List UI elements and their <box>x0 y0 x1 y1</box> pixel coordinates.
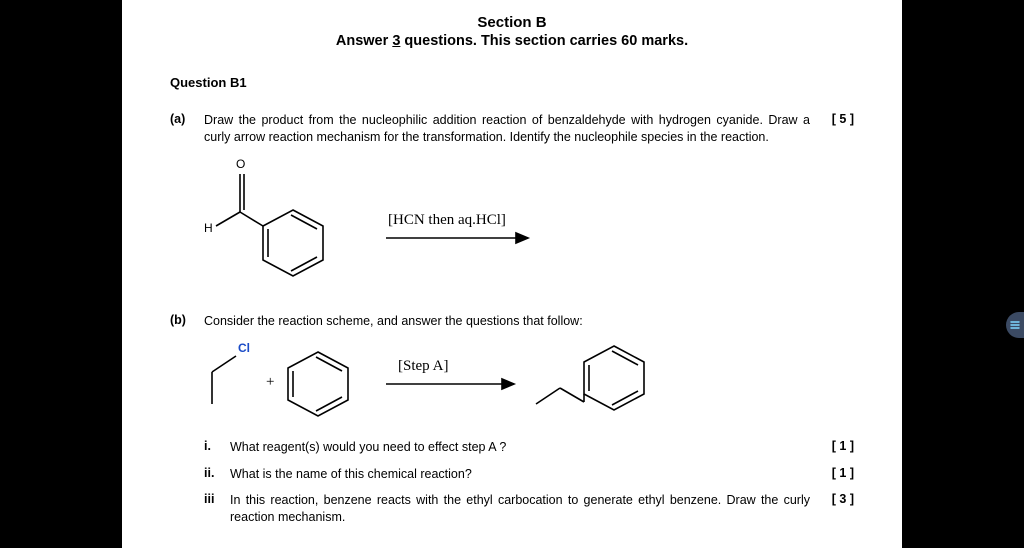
part-b-label: (b) <box>170 313 204 526</box>
part-b-text: Consider the reaction scheme, and answer… <box>204 313 854 330</box>
subpart-i-label: i. <box>204 439 230 456</box>
subpart-ii-marks: [ 1 ] <box>810 466 854 483</box>
plus-sign: + <box>266 374 274 390</box>
svg-text:[HCN then aq.HCl]: [HCN then aq.HCl] <box>388 212 506 228</box>
question-header: Question B1 <box>170 75 854 90</box>
part-b: (b) Consider the reaction scheme, and an… <box>170 313 854 526</box>
side-menu-button[interactable] <box>1006 312 1024 338</box>
subpart-i-text: What reagent(s) would you need to effect… <box>230 439 810 456</box>
subpart-ii: ii. What is the name of this chemical re… <box>204 466 854 483</box>
subtitle-post: questions. This section carries 60 marks… <box>400 33 688 49</box>
subpart-iii-label: iii <box>204 492 230 526</box>
subpart-iii-text: In this reaction, benzene reacts with th… <box>230 492 810 526</box>
subpart-ii-label: ii. <box>204 466 230 483</box>
document-page: Section B Answer 3 questions. This secti… <box>122 0 902 548</box>
step-letter: A <box>433 358 444 374</box>
svg-text:[Step A]: [Step A] <box>398 358 448 374</box>
atom-o: O <box>236 157 245 171</box>
part-a-marks: [ 5 ] <box>810 112 854 146</box>
part-a-text: Draw the product from the nucleophilic a… <box>204 112 810 146</box>
reagent-pre: [HCN <box>388 212 428 228</box>
reagent-post: aq.HCl] <box>458 212 506 228</box>
subpart-iii: iii In this reaction, benzene reacts wit… <box>204 492 854 526</box>
section-title: Section B <box>170 14 854 31</box>
part-a-scheme: O H [HCN then aq.HCl] <box>198 154 854 291</box>
subpart-i-marks: [ 1 ] <box>810 439 854 456</box>
subpart-ii-text: What is the name of this chemical reacti… <box>230 466 810 483</box>
part-b-scheme: Cl + [Step A] <box>200 334 854 429</box>
section-subtitle: Answer 3 questions. This section carries… <box>170 33 854 49</box>
subpart-i: i. What reagent(s) would you need to eff… <box>204 439 854 456</box>
subtitle-pre: Answer <box>336 33 392 49</box>
subpart-iii-marks: [ 3 ] <box>810 492 854 526</box>
atom-cl: Cl <box>238 341 250 355</box>
menu-icon <box>1009 319 1021 331</box>
reagent-then: then <box>428 212 458 228</box>
step-pre: [Step <box>398 358 433 374</box>
part-a: (a) Draw the product from the nucleophil… <box>170 112 854 307</box>
atom-h: H <box>204 221 213 235</box>
step-post: ] <box>443 358 448 374</box>
